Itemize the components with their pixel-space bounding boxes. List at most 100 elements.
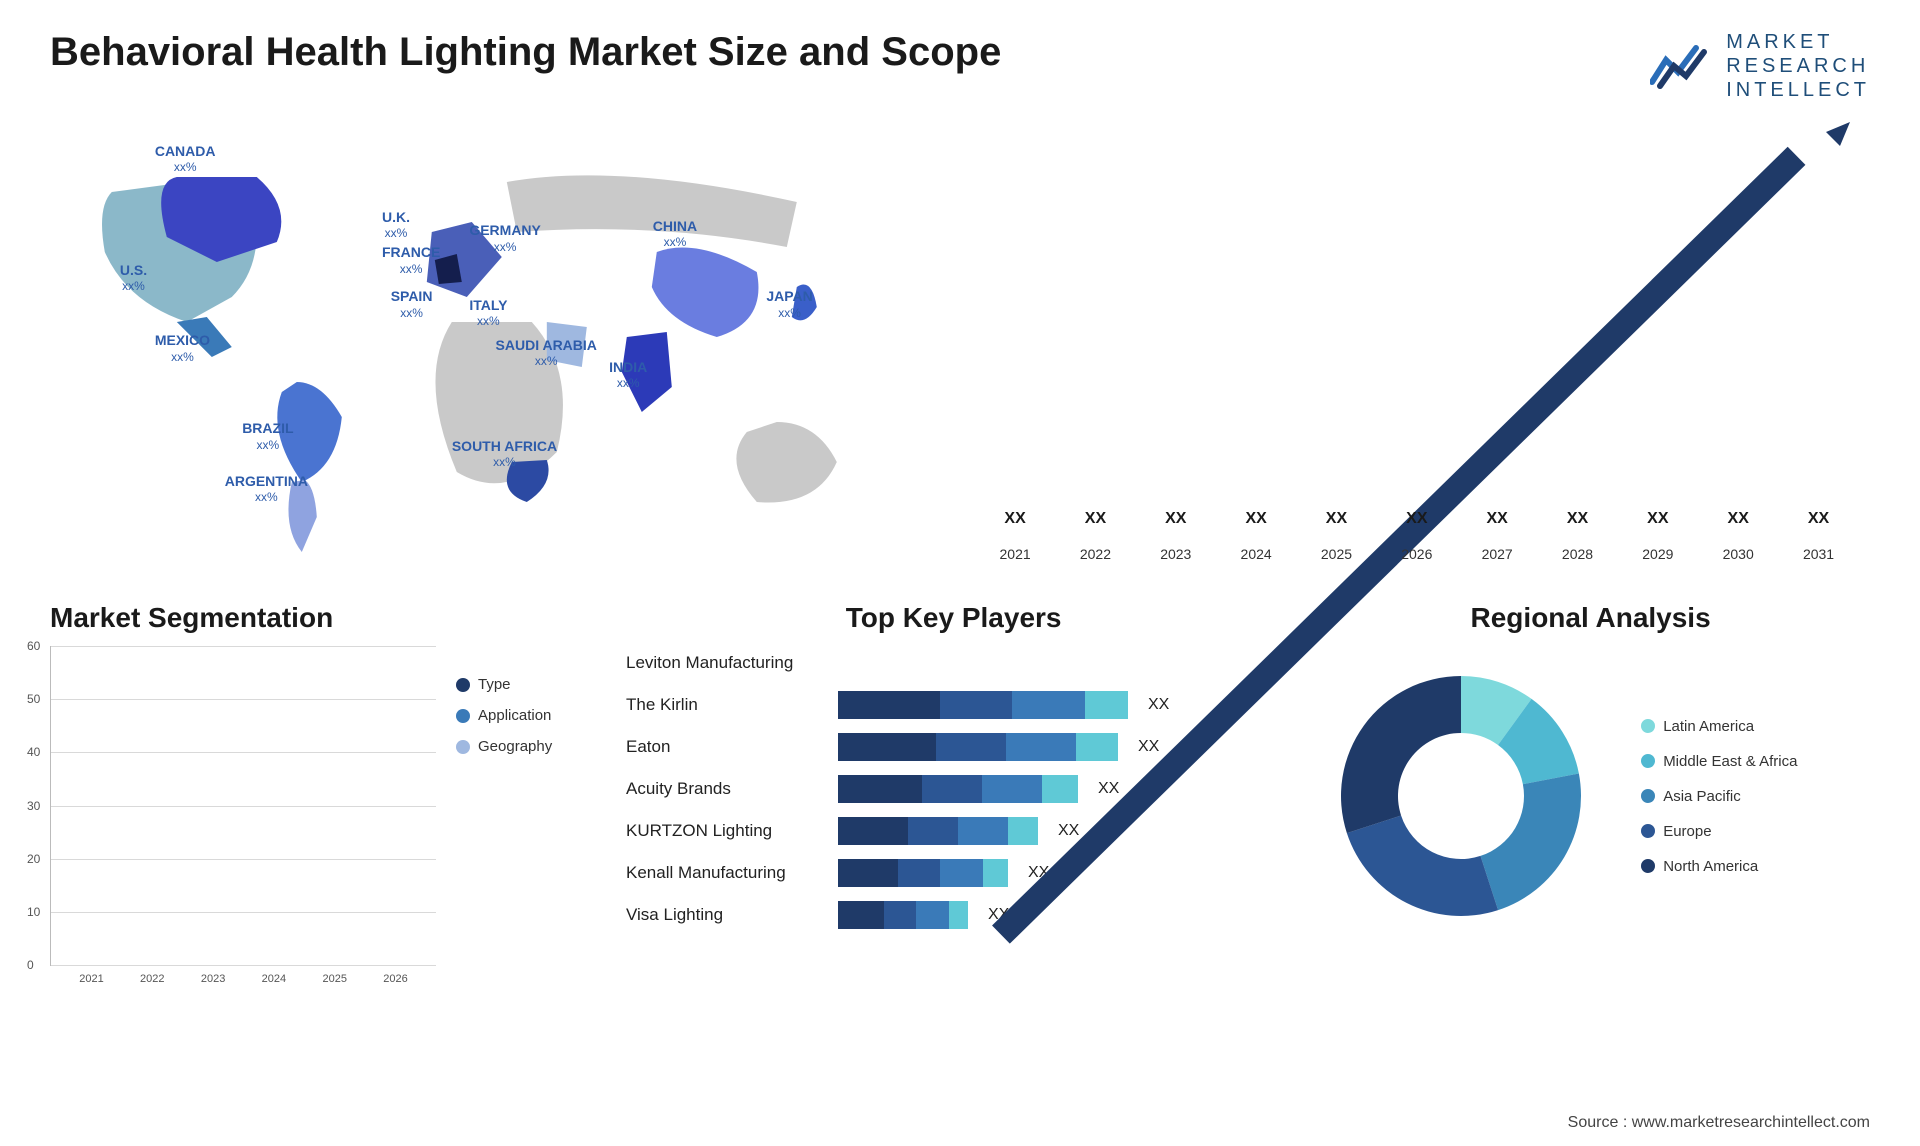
forecast-bar-2022: XX — [1064, 510, 1127, 534]
forecast-bar-2028: XX — [1546, 510, 1609, 534]
kp-seg — [936, 733, 1006, 761]
page-title: Behavioral Health Lighting Market Size a… — [50, 30, 1001, 75]
donut-slice-north-america — [1341, 676, 1461, 833]
map-label-spain: SPAINxx% — [391, 289, 433, 320]
kp-seg — [838, 817, 908, 845]
swatch-icon — [456, 678, 470, 692]
header: Behavioral Health Lighting Market Size a… — [50, 30, 1870, 102]
seg-x-label: 2023 — [188, 973, 238, 985]
forecast-chart: XXXXXXXXXXXXXXXXXXXXXX 20212022202320242… — [964, 122, 1870, 562]
kp-seg — [908, 817, 958, 845]
kp-seg — [884, 901, 917, 929]
forecast-bar-value: XX — [1486, 510, 1507, 528]
key-players-list: Leviton Manufacturing The Kirlin XX Eaton XX… — [626, 646, 1281, 932]
key-player-value: XX — [1148, 696, 1169, 714]
map-label-china: CHINAxx% — [653, 219, 697, 250]
regional-panel: Regional Analysis Latin AmericaMiddle Ea… — [1311, 602, 1870, 1002]
kp-seg — [982, 775, 1042, 803]
grid-line — [51, 806, 436, 807]
forecast-x-label: 2030 — [1707, 546, 1770, 562]
brand-logo: MARKET RESEARCH INTELLECT — [1650, 30, 1870, 102]
forecast-bar-value: XX — [1406, 510, 1427, 528]
grid-line — [51, 965, 436, 966]
map-region-china — [652, 248, 759, 338]
y-tick: 60 — [27, 639, 40, 653]
world-map-panel: CANADAxx%U.S.xx%MEXICOxx%BRAZILxx%ARGENT… — [50, 122, 924, 562]
logo-line1: MARKET — [1726, 30, 1870, 54]
forecast-bar-2025: XX — [1305, 510, 1368, 534]
key-player-name: Visa Lighting — [626, 905, 826, 925]
key-player-row: Leviton Manufacturing — [626, 646, 1281, 680]
forecast-x-label: 2025 — [1305, 546, 1368, 562]
kp-seg — [916, 901, 949, 929]
key-player-row: KURTZON LightingXX — [626, 814, 1281, 848]
kp-seg — [838, 733, 936, 761]
forecast-bar-2021: XX — [984, 510, 1047, 534]
key-player-name: Eaton — [626, 737, 826, 757]
legend-item-application: Application — [456, 707, 596, 724]
forecast-bar-value: XX — [1165, 510, 1186, 528]
regional-legend-label: North America — [1663, 858, 1758, 875]
key-player-row: Acuity BrandsXX — [626, 772, 1281, 806]
regional-legend-label: Latin America — [1663, 718, 1754, 735]
forecast-x-label: 2023 — [1144, 546, 1207, 562]
segmentation-panel: Market Segmentation 20212022202320242025… — [50, 602, 596, 1002]
legend-label: Application — [478, 707, 551, 724]
forecast-bar-value: XX — [1245, 510, 1266, 528]
grid-line — [51, 752, 436, 753]
forecast-x-label: 2029 — [1626, 546, 1689, 562]
swatch-icon — [1641, 754, 1655, 768]
arrowhead-icon — [1826, 122, 1850, 146]
swatch-icon — [1641, 859, 1655, 873]
forecast-bar-2030: XX — [1707, 510, 1770, 534]
map-label-india: INDIAxx% — [609, 360, 647, 391]
swatch-icon — [456, 740, 470, 754]
regional-legend-label: Europe — [1663, 823, 1711, 840]
seg-x-label: 2025 — [310, 973, 360, 985]
kp-seg — [940, 691, 1013, 719]
seg-x-label: 2024 — [249, 973, 299, 985]
forecast-bar-value: XX — [1808, 510, 1829, 528]
map-label-italy: ITALYxx% — [469, 298, 507, 329]
kp-seg — [1012, 691, 1085, 719]
donut-slice-asia-pacific — [1481, 774, 1582, 911]
segmentation-legend: TypeApplicationGeography — [456, 646, 596, 966]
kp-seg — [1085, 691, 1129, 719]
logo-line3: INTELLECT — [1726, 78, 1870, 102]
map-label-canada: CANADAxx% — [155, 144, 216, 175]
map-label-southafrica: SOUTH AFRICAxx% — [452, 439, 557, 470]
key-player-name: The Kirlin — [626, 695, 826, 715]
regional-legend-item: Middle East & Africa — [1641, 753, 1797, 770]
forecast-x-label: 2027 — [1466, 546, 1529, 562]
forecast-bar-2029: XX — [1626, 510, 1689, 534]
kp-seg — [958, 817, 1008, 845]
regional-legend-item: Europe — [1641, 823, 1797, 840]
key-player-bar — [838, 817, 1038, 845]
source-text: Source : www.marketresearchintellect.com — [1568, 1114, 1870, 1132]
kp-seg — [838, 859, 898, 887]
forecast-x-label: 2028 — [1546, 546, 1609, 562]
key-players-title: Top Key Players — [626, 602, 1281, 634]
map-label-brazil: BRAZILxx% — [242, 421, 293, 452]
donut-slice-europe — [1347, 815, 1498, 916]
key-player-name: Acuity Brands — [626, 779, 826, 799]
kp-seg — [898, 859, 941, 887]
forecast-bar-value: XX — [1728, 510, 1749, 528]
forecast-bar-value: XX — [1085, 510, 1106, 528]
map-label-argentina: ARGENTINAxx% — [225, 474, 308, 505]
legend-label: Type — [478, 676, 511, 693]
kp-seg — [838, 691, 940, 719]
key-player-name: Kenall Manufacturing — [626, 863, 826, 883]
y-tick: 30 — [27, 799, 40, 813]
key-player-name: KURTZON Lighting — [626, 821, 826, 841]
key-player-row: Kenall Manufacturing XX — [626, 856, 1281, 890]
kp-seg — [1008, 817, 1038, 845]
grid-line — [51, 912, 436, 913]
forecast-bar-2026: XX — [1385, 510, 1448, 534]
kp-seg — [922, 775, 982, 803]
key-player-value: XX — [1028, 864, 1049, 882]
forecast-bar-2024: XX — [1225, 510, 1288, 534]
kp-seg — [1042, 775, 1078, 803]
forecast-bar-2031: XX — [1787, 510, 1850, 534]
y-tick: 10 — [27, 905, 40, 919]
